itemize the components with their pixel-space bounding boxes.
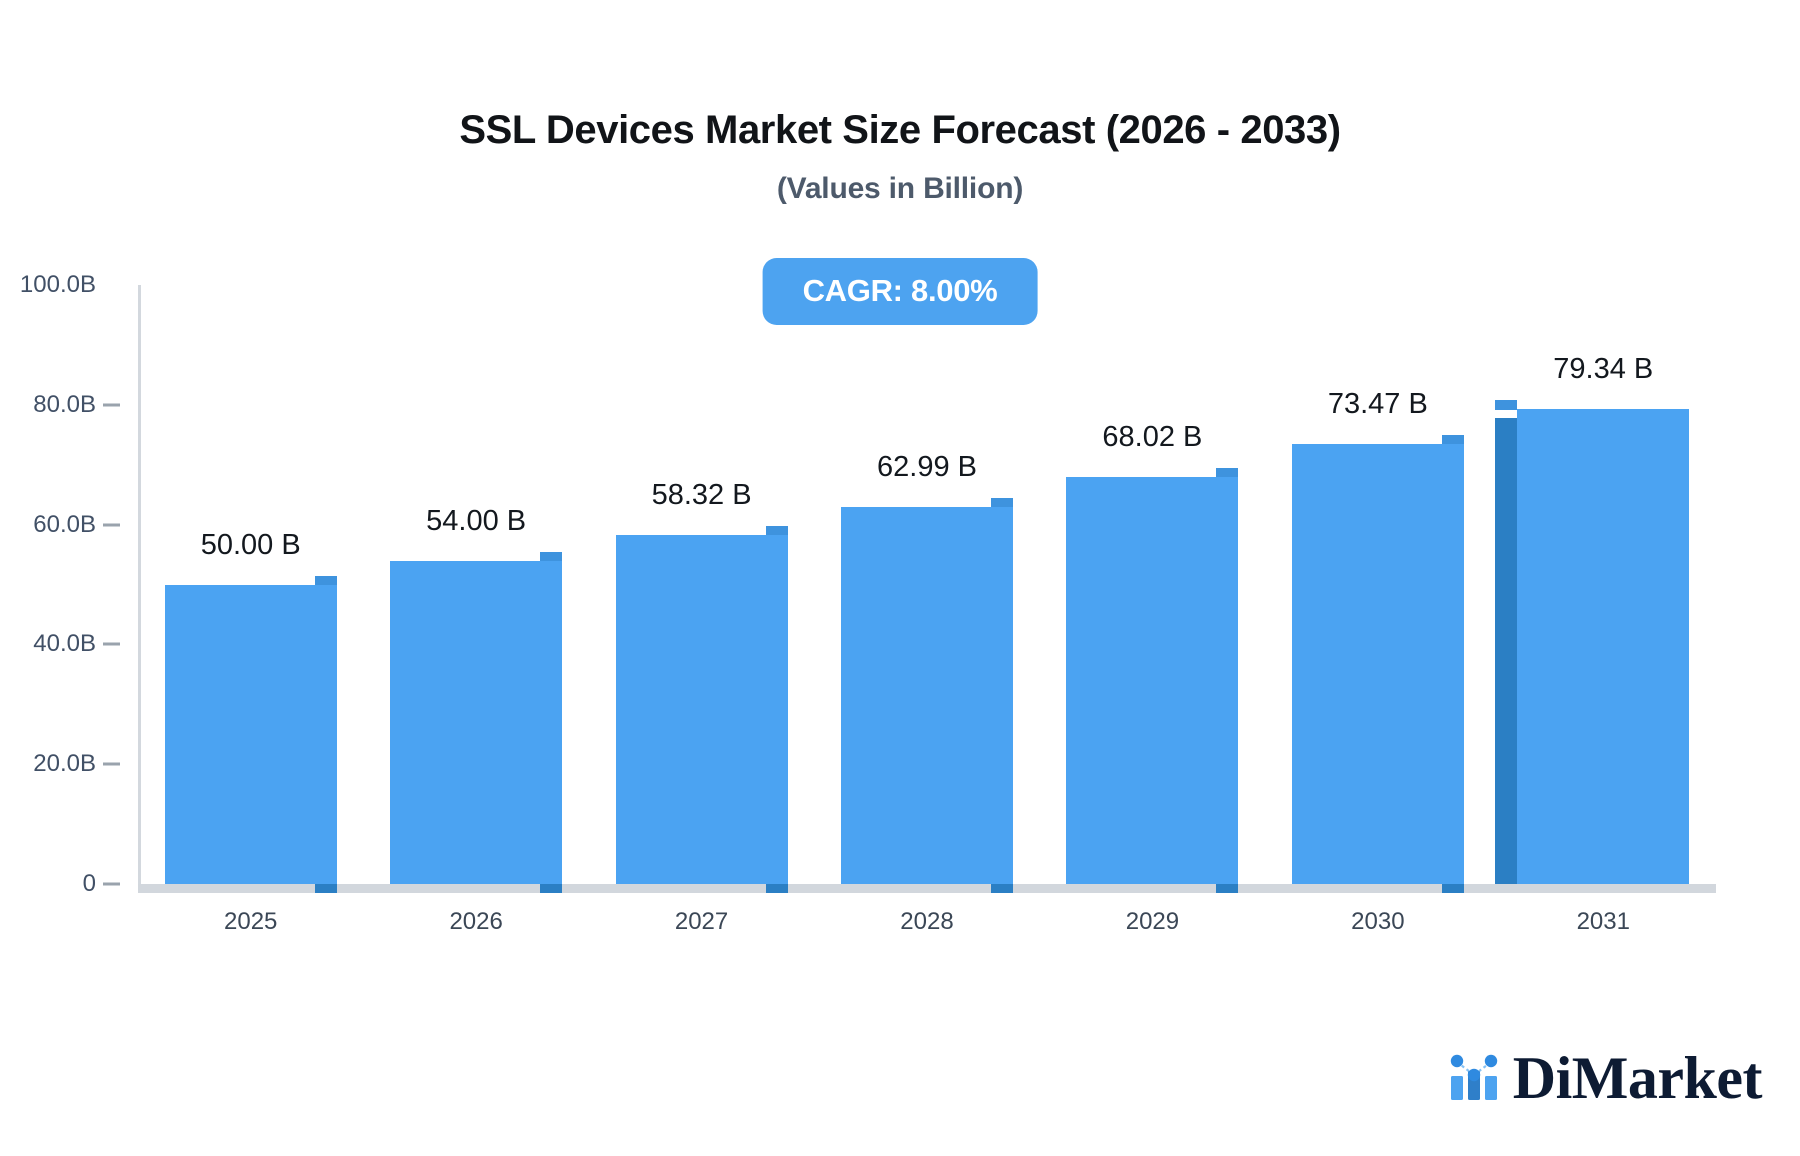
x-axis-tick-label: 2028 <box>900 908 954 935</box>
bar[interactable] <box>1066 467 1238 893</box>
cagr-badge: CAGR: 8.00% <box>762 258 1038 325</box>
x-axis-line <box>138 884 1716 893</box>
bar-top-face <box>1495 399 1517 410</box>
bar-value-label: 50.00 B <box>200 528 301 561</box>
y-axis-line <box>138 285 141 886</box>
bar[interactable] <box>841 497 1013 893</box>
logo-text: DiMarket <box>1512 1045 1763 1111</box>
y-axis-tick-mark <box>103 403 120 407</box>
bar-top-face <box>991 497 1013 508</box>
bar[interactable] <box>1292 434 1464 893</box>
bar-value-label: 79.34 B <box>1553 352 1654 385</box>
bar-side-face <box>1495 417 1517 884</box>
y-axis-tick-mark <box>103 882 120 886</box>
bar-value-label: 62.99 B <box>877 450 977 483</box>
y-axis-tick-label: 100.0B <box>19 271 96 298</box>
bar-front-face <box>1517 408 1689 884</box>
y-axis-tick-label: 60.0B <box>33 510 96 538</box>
y-axis-tick-label: 20.0B <box>33 750 96 778</box>
bar-front-face <box>1292 443 1464 884</box>
bar-front-face <box>841 506 1013 884</box>
y-axis-tick-mark <box>103 762 120 766</box>
bar-front-face <box>165 584 337 884</box>
x-axis-tick-label: 2029 <box>1125 908 1180 935</box>
bar-value-label: 58.32 B <box>651 478 752 511</box>
bar-front-face <box>390 560 562 884</box>
bar-top-face <box>1442 434 1464 445</box>
bar[interactable] <box>616 525 788 893</box>
bar-chart-icon <box>1449 1050 1499 1107</box>
x-axis-tick-label: 2031 <box>1576 908 1630 935</box>
bar-top-face <box>766 525 788 536</box>
bar-value-label: 54.00 B <box>426 504 527 537</box>
x-axis-tick-label: 2025 <box>224 908 278 935</box>
dimarket-logo: DiMarket <box>1449 1045 1763 1111</box>
y-axis-tick-mark <box>103 523 120 527</box>
y-axis-tick-label: 0 <box>82 870 96 897</box>
y-axis-tick-mark <box>103 642 120 646</box>
bar-top-face <box>315 575 337 586</box>
bar[interactable] <box>1495 399 1689 884</box>
y-axis-tick-label: 40.0B <box>33 630 96 658</box>
bar-top-face <box>540 551 562 562</box>
y-axis: 0 20.0B 40.0B 60.0B 80.0B 100.0B <box>0 0 96 1156</box>
bar-top-face <box>1216 467 1238 478</box>
bar-value-label: 73.47 B <box>1327 387 1428 420</box>
x-axis-tick-label: 2027 <box>674 908 729 935</box>
chart-subtitle: (Values in Billion) <box>776 172 1024 205</box>
y-axis-tick-label: 80.0B <box>33 390 96 418</box>
page-title: SSL Devices Market Size Forecast (2026 -… <box>459 108 1341 152</box>
bar[interactable] <box>165 575 337 893</box>
x-axis-tick-label: 2030 <box>1351 908 1405 935</box>
x-axis-tick-label: 2026 <box>449 908 503 935</box>
bar-front-face <box>1066 476 1238 884</box>
bar-front-face <box>616 534 788 884</box>
bar-value-label: 68.02 B <box>1102 420 1203 453</box>
bar[interactable] <box>390 551 562 893</box>
